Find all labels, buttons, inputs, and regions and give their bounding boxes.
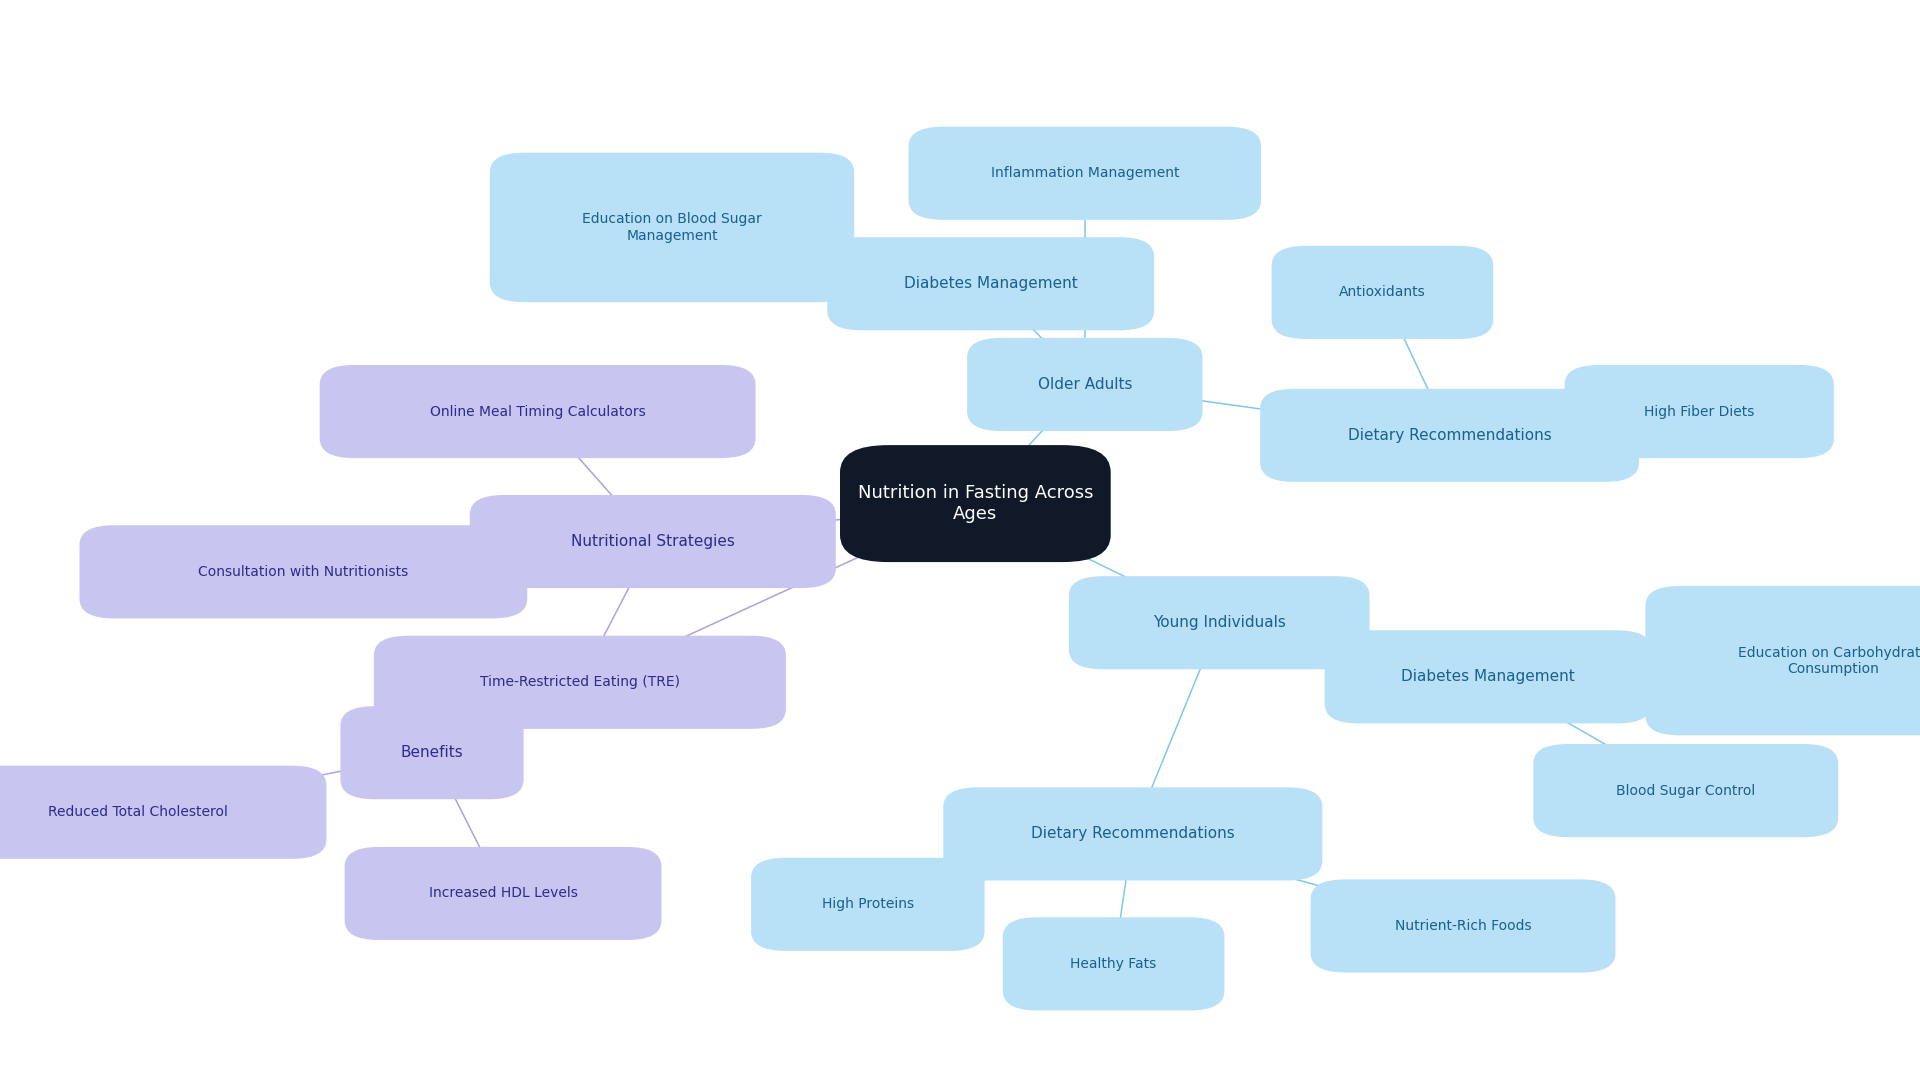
FancyBboxPatch shape	[1002, 917, 1225, 1010]
FancyBboxPatch shape	[828, 237, 1154, 330]
Text: Online Meal Timing Calculators: Online Meal Timing Calculators	[430, 405, 645, 418]
FancyBboxPatch shape	[1069, 576, 1369, 669]
Text: Nutritional Strategies: Nutritional Strategies	[570, 534, 735, 549]
Text: Education on Blood Sugar
Management: Education on Blood Sugar Management	[582, 212, 762, 243]
Text: Inflammation Management: Inflammation Management	[991, 167, 1179, 180]
FancyBboxPatch shape	[490, 153, 854, 302]
Text: Blood Sugar Control: Blood Sugar Control	[1617, 784, 1755, 797]
Text: High Fiber Diets: High Fiber Diets	[1644, 405, 1755, 418]
FancyBboxPatch shape	[1565, 365, 1834, 458]
FancyBboxPatch shape	[751, 858, 985, 951]
Text: Education on Carbohydrate
Consumption: Education on Carbohydrate Consumption	[1738, 645, 1920, 676]
Text: Older Adults: Older Adults	[1037, 377, 1133, 392]
FancyBboxPatch shape	[79, 525, 528, 618]
Text: Nutrition in Fasting Across
Ages: Nutrition in Fasting Across Ages	[858, 484, 1092, 523]
Text: Diabetes Management: Diabetes Management	[904, 276, 1077, 291]
FancyBboxPatch shape	[841, 445, 1110, 562]
FancyBboxPatch shape	[346, 847, 660, 940]
Text: Antioxidants: Antioxidants	[1338, 286, 1427, 299]
FancyBboxPatch shape	[943, 787, 1323, 880]
FancyBboxPatch shape	[1271, 246, 1494, 339]
FancyBboxPatch shape	[0, 766, 326, 859]
Text: Reduced Total Cholesterol: Reduced Total Cholesterol	[48, 806, 228, 819]
Text: Young Individuals: Young Individuals	[1152, 615, 1286, 630]
Text: Benefits: Benefits	[401, 745, 463, 760]
FancyBboxPatch shape	[470, 495, 835, 588]
Text: Dietary Recommendations: Dietary Recommendations	[1348, 428, 1551, 443]
FancyBboxPatch shape	[1325, 630, 1651, 723]
Text: Nutrient-Rich Foods: Nutrient-Rich Foods	[1394, 919, 1532, 932]
FancyBboxPatch shape	[1645, 586, 1920, 735]
FancyBboxPatch shape	[908, 127, 1261, 220]
FancyBboxPatch shape	[1534, 744, 1837, 837]
FancyBboxPatch shape	[340, 706, 524, 799]
FancyBboxPatch shape	[1311, 879, 1615, 973]
FancyBboxPatch shape	[374, 636, 785, 729]
Text: Increased HDL Levels: Increased HDL Levels	[428, 887, 578, 900]
FancyBboxPatch shape	[321, 365, 755, 458]
Text: Consultation with Nutritionists: Consultation with Nutritionists	[198, 565, 409, 578]
Text: Dietary Recommendations: Dietary Recommendations	[1031, 826, 1235, 841]
Text: Healthy Fats: Healthy Fats	[1071, 957, 1156, 970]
Text: High Proteins: High Proteins	[822, 898, 914, 911]
Text: Diabetes Management: Diabetes Management	[1402, 669, 1574, 684]
Text: Time-Restricted Eating (TRE): Time-Restricted Eating (TRE)	[480, 676, 680, 689]
FancyBboxPatch shape	[1260, 389, 1640, 482]
FancyBboxPatch shape	[968, 338, 1202, 431]
